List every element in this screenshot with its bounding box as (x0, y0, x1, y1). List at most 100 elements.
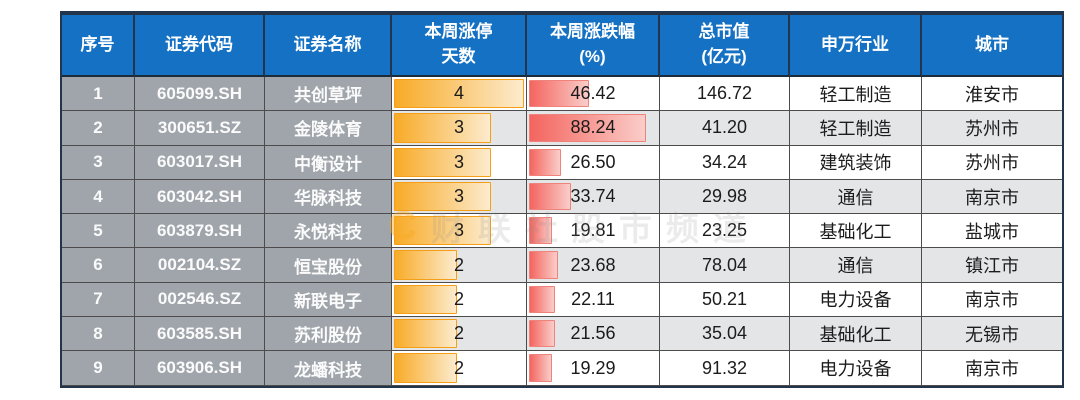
cell-code-row2: 300651.SZ (135, 111, 265, 146)
days-value: 3 (453, 117, 464, 138)
cell-name-row7: 新联电子 (265, 282, 392, 318)
days-value: 3 (453, 151, 464, 172)
cell-industry-row4: 通信 (790, 179, 922, 215)
header-industry: 申万行业 (790, 15, 922, 77)
header-name: 证券名称 (265, 15, 392, 77)
cell-pct-row6: 23.68 (527, 248, 660, 283)
cell-days-row5: 3 (392, 214, 527, 249)
cell-city-row5: 盐城市 (922, 214, 1062, 249)
days-data-bar (394, 319, 457, 349)
cell-industry-row1: 轻工制造 (790, 77, 922, 112)
days-data-bar (394, 353, 457, 383)
days-value: 2 (453, 254, 464, 275)
pct-data-bar (529, 182, 572, 211)
pct-data-bar (529, 80, 589, 108)
cell-industry-row8: 基础化工 (790, 317, 922, 352)
cell-rank-row4: 4 (62, 179, 135, 215)
cell-industry-row3: 建筑装饰 (790, 145, 922, 180)
cell-industry-row7: 电力设备 (790, 282, 922, 318)
cell-code-row5: 603879.SH (135, 214, 265, 249)
cell-industry-row2: 轻工制造 (790, 111, 922, 146)
cell-city-row8: 无锡市 (922, 317, 1062, 352)
header-days: 本周涨停 天数 (392, 15, 527, 77)
pct-data-bar (529, 114, 647, 142)
cell-pct-row2: 88.24 (527, 111, 660, 146)
cell-pct-row3: 26.50 (527, 145, 660, 180)
limit-up-stocks-table: 序号 证券代码 证券名称 本周涨停 天数 本周涨跌幅 (%) 总市值 (亿元) 申万行业 城市… (60, 11, 1064, 388)
cell-rank-row2: 2 (62, 111, 135, 146)
pct-value: 26.50 (570, 151, 616, 172)
pct-value: 22.11 (571, 288, 615, 309)
cell-code-row6: 002104.SZ (135, 248, 265, 283)
cell-pct-row9: 19.29 (527, 351, 660, 386)
cell-days-row6: 2 (392, 248, 527, 283)
days-value: 2 (453, 288, 464, 309)
cell-code-row9: 603906.SH (135, 351, 265, 386)
days-data-bar (394, 216, 491, 246)
cell-city-row1: 淮安市 (922, 77, 1062, 112)
days-data-bar (394, 113, 491, 143)
days-value: 2 (453, 323, 464, 344)
cell-rank-row8: 8 (62, 317, 135, 352)
days-value: 4 (453, 83, 464, 104)
cell-cap-row1: 146.72 (660, 77, 790, 112)
days-value: 3 (453, 220, 464, 241)
cell-days-row3: 3 (392, 145, 527, 180)
header-pct: 本周涨跌幅 (%) (527, 15, 660, 77)
pct-data-bar (529, 148, 562, 176)
cell-name-row5: 永悦科技 (265, 214, 392, 249)
header-cap: 总市值 (亿元) (660, 15, 790, 77)
days-value: 3 (453, 186, 464, 207)
cell-rank-row5: 5 (62, 214, 135, 249)
cell-city-row4: 南京市 (922, 179, 1062, 215)
cell-rank-row3: 3 (62, 145, 135, 180)
cell-days-row4: 3 (392, 179, 527, 215)
cell-name-row6: 恒宝股份 (265, 248, 392, 283)
cell-name-row1: 共创草坪 (265, 77, 392, 112)
cell-city-row6: 镇江市 (922, 248, 1062, 283)
cell-name-row3: 中衡设计 (265, 145, 392, 180)
header-city: 城市 (922, 15, 1062, 77)
pct-value: 46.42 (570, 83, 616, 104)
cell-industry-row5: 基础化工 (790, 214, 922, 249)
cell-days-row9: 2 (392, 351, 527, 386)
pct-value: 19.29 (570, 357, 616, 378)
days-data-bar (394, 250, 457, 280)
limit-up-stocks-table-wrap: 序号 证券代码 证券名称 本周涨停 天数 本周涨跌幅 (%) 总市值 (亿元) 申万行业 城市… (60, 11, 1064, 388)
pct-data-bar (529, 320, 555, 348)
cell-name-row9: 龙蟠科技 (265, 351, 392, 386)
cell-cap-row7: 50.21 (660, 282, 790, 318)
cell-days-row7: 2 (392, 282, 527, 318)
cell-city-row2: 苏州市 (922, 111, 1062, 146)
cell-pct-row1: 46.42 (527, 77, 660, 112)
cell-days-row8: 2 (392, 317, 527, 352)
cell-rank-row7: 7 (62, 282, 135, 318)
pct-value: 23.68 (570, 254, 616, 275)
cell-cap-row2: 41.20 (660, 111, 790, 146)
cell-days-row1: 4 (392, 77, 527, 112)
pct-data-bar (529, 217, 553, 245)
cell-code-row4: 603042.SH (135, 179, 265, 215)
pct-value: 21.56 (570, 323, 616, 344)
pct-data-bar (529, 251, 558, 279)
cell-cap-row4: 29.98 (660, 179, 790, 215)
cell-industry-row6: 通信 (790, 248, 922, 283)
cell-cap-row3: 34.24 (660, 145, 790, 180)
cell-industry-row9: 电力设备 (790, 351, 922, 386)
days-data-bar (394, 181, 491, 212)
cell-name-row4: 华脉科技 (265, 179, 392, 215)
cell-code-row7: 002546.SZ (135, 282, 265, 318)
days-data-bar (394, 284, 457, 315)
cell-city-row7: 南京市 (922, 283, 1062, 318)
cell-rank-row9: 9 (62, 351, 135, 386)
cell-rank-row1: 1 (62, 77, 135, 112)
days-data-bar (394, 147, 491, 177)
cell-pct-row5: 19.81 (527, 214, 660, 249)
cell-pct-row7: 22.11 (527, 282, 660, 318)
cell-cap-row9: 91.32 (660, 351, 790, 386)
cell-cap-row8: 35.04 (660, 317, 790, 352)
header-code: 证券代码 (135, 15, 265, 77)
pct-value: 33.74 (570, 186, 616, 207)
cell-code-row8: 603585.SH (135, 317, 265, 352)
cell-code-row3: 603017.SH (135, 145, 265, 180)
